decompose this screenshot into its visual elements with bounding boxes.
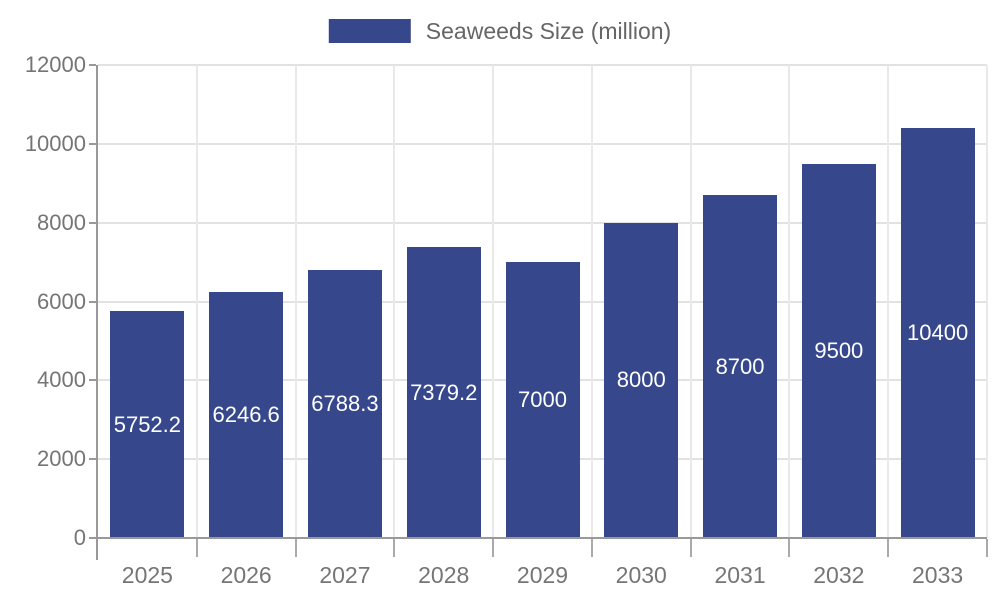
y-axis-tick-label: 8000 [37,209,86,235]
h-gridline [98,64,987,66]
bar-value-label-2033: 10400 [907,320,969,346]
x-axis-tick-label: 2029 [516,562,569,588]
y-tick-mark [89,64,96,66]
bar-2025[interactable]: 5752.2 [110,311,185,538]
v-gridline [393,65,396,538]
x-tick-mark [195,539,198,557]
x-tick-mark [393,539,396,557]
v-gridline [986,65,988,538]
y-axis-tick-label: 12000 [24,52,86,77]
bar-value-label-2027: 6788.3 [311,391,379,417]
bar-2026[interactable]: 6246.6 [209,291,284,538]
y-tick-mark [89,537,96,539]
bar-2032[interactable]: 9500 [801,163,876,538]
x-axis-tick-label: 2033 [912,562,964,588]
bar-value-label-2029: 7000 [518,387,567,413]
v-gridline [788,65,791,538]
x-tick-mark [492,539,495,557]
y-axis-tick-label: 10000 [24,130,86,156]
y-tick-mark [89,379,96,382]
y-tick-mark [89,300,96,303]
y-tick-mark [89,221,96,224]
bar-value-label-2030: 8000 [616,367,666,393]
x-tick-mark [590,539,593,557]
h-gridline [98,142,987,145]
legend-label: Seaweeds Size (million) [425,18,672,44]
v-gridline [492,65,495,538]
y-tick-mark [89,458,96,461]
x-axis-tick-label: 2026 [220,562,272,588]
v-gridline [590,65,593,538]
bar-value-label-2032: 9500 [814,337,864,363]
x-axis-line [96,537,987,539]
bar-value-label-2025: 5752.2 [113,411,182,437]
bar-value-label-2026: 6246.6 [212,401,280,427]
bar-2031[interactable]: 8700 [703,195,778,538]
x-axis-tick-label: 2027 [319,562,371,588]
x-tick-mark [788,539,791,557]
y-axis-tick-label: 4000 [37,367,86,393]
y-tick-mark [89,142,96,145]
y-axis-tick-label: 6000 [37,288,86,314]
bar-value-label-2028: 7379.2 [410,379,478,405]
x-tick-mark [887,539,890,557]
x-axis-tick-label: 2032 [813,562,865,588]
x-tick-mark [689,539,692,557]
x-axis-tick-label: 2030 [615,562,667,588]
v-gridline [887,65,890,538]
v-gridline [294,65,297,538]
bar-2027[interactable]: 6788.3 [307,270,382,538]
y-axis-tick-label: 0 [73,525,86,550]
bar-2028[interactable]: 7379.2 [406,247,481,538]
bar-2030[interactable]: 8000 [604,222,679,538]
legend-item[interactable]: Seaweeds Size (million) [328,18,672,44]
legend-swatch-icon [328,19,411,43]
v-gridline [689,65,692,538]
x-tick-mark [294,539,297,557]
bar-2029[interactable]: 7000 [505,262,580,538]
x-axis-tick-label: 2025 [121,562,173,588]
v-gridline [195,65,198,538]
x-axis-tick-label: 2031 [714,562,766,588]
bar-2033[interactable]: 10400 [900,128,975,538]
y-axis-tick-label: 2000 [37,446,86,472]
h-gridline [98,221,987,224]
x-tick-mark [986,539,988,557]
x-axis-tick-label: 2028 [418,562,470,588]
bar-value-label-2031: 8700 [715,353,765,379]
y-axis-line [96,65,98,560]
